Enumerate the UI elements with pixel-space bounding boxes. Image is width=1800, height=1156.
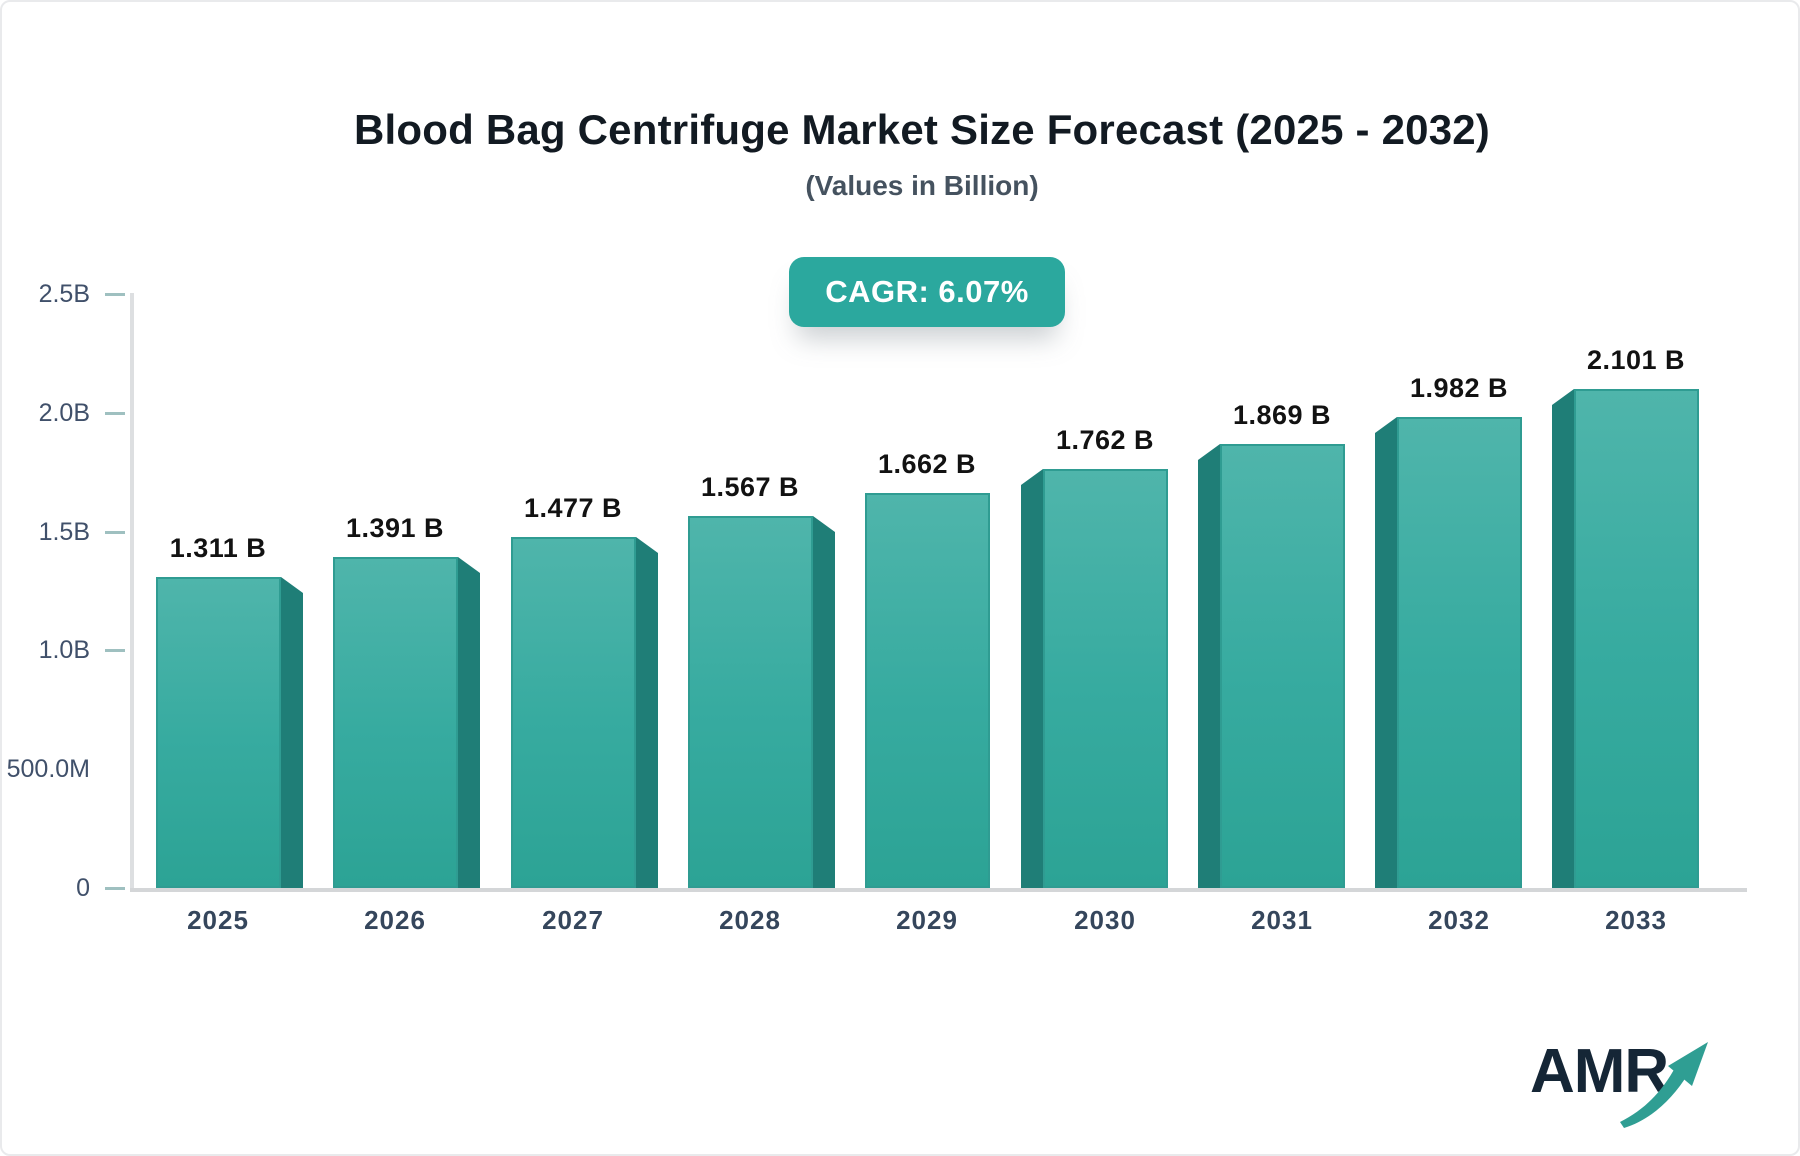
y-axis-tick-label: 500.0M — [6, 755, 90, 783]
bar-value-label: 2.101 B — [1586, 345, 1686, 375]
y-axis-line — [130, 293, 134, 890]
bar-value-label: 1.869 B — [1232, 400, 1332, 430]
bar-3d-side — [636, 537, 658, 888]
bar-2030 — [1043, 469, 1168, 888]
bar-value-label: 1.391 B — [345, 513, 445, 543]
bar-3d-side — [1021, 469, 1043, 888]
amr-logo-text: AMR — [1530, 1037, 1669, 1106]
bar-value-label: 1.477 B — [523, 493, 623, 523]
y-axis-tick-label: 1.5B — [38, 518, 90, 546]
bar-3d-side — [813, 516, 835, 888]
x-axis-label-2025: 2025 — [187, 905, 249, 935]
x-axis-label-2029: 2029 — [896, 905, 958, 935]
y-axis-tick-label: 2.0B — [38, 399, 90, 427]
bar-3d-side — [1375, 417, 1397, 888]
chart-subtitle: (Values in Billion) — [805, 170, 1039, 201]
y-axis-tick-label: 0 — [76, 874, 90, 902]
bar-value-label: 1.567 B — [700, 472, 800, 502]
bar-value-label: 1.311 B — [169, 533, 267, 563]
cagr-badge: CAGR: 6.07% — [789, 257, 1065, 327]
bar-3d-side — [281, 577, 303, 888]
bar-3d-side — [1552, 389, 1574, 888]
bar-value-label: 1.762 B — [1055, 425, 1155, 455]
bar-2031 — [1220, 444, 1345, 888]
y-axis-tick-mark — [105, 293, 125, 296]
bar-2033 — [1574, 389, 1699, 888]
growth-arrow-icon — [1620, 1042, 1708, 1128]
x-axis-label-2032: 2032 — [1428, 905, 1490, 935]
x-axis-label-2026: 2026 — [364, 905, 426, 935]
bar-value-label: 1.662 B — [877, 449, 977, 479]
bar-value-label: 1.982 B — [1409, 373, 1509, 403]
bar-2032 — [1397, 417, 1522, 888]
amr-logo: AMR — [1530, 1030, 1730, 1140]
y-axis-tick-label: 1.0B — [38, 636, 90, 664]
bar-2027 — [511, 537, 636, 888]
bar-2028 — [688, 516, 813, 888]
x-axis-label-2030: 2030 — [1074, 905, 1136, 935]
y-axis-tick-mark — [105, 649, 125, 652]
y-axis-tick-mark — [105, 887, 125, 890]
chart-header: Blood Bag Centrifuge Market Size Forecas… — [24, 2, 1798, 202]
bar-2026 — [333, 557, 458, 888]
x-axis-label-2028: 2028 — [719, 905, 781, 935]
x-axis-label-2033: 2033 — [1605, 905, 1667, 935]
bar-2025 — [156, 577, 281, 888]
y-axis-tick-mark — [105, 531, 125, 534]
y-axis-tick-mark — [105, 412, 125, 415]
chart-title: Blood Bag Centrifuge Market Size Forecas… — [354, 106, 1490, 153]
x-axis-label-2027: 2027 — [542, 905, 604, 935]
x-axis-line — [130, 888, 1747, 892]
bar-2029 — [865, 493, 990, 888]
x-axis-label-2031: 2031 — [1251, 905, 1313, 935]
bar-3d-side — [458, 557, 480, 888]
y-axis-tick-label: 2.5B — [38, 280, 90, 308]
bar-3d-side — [1198, 444, 1220, 888]
